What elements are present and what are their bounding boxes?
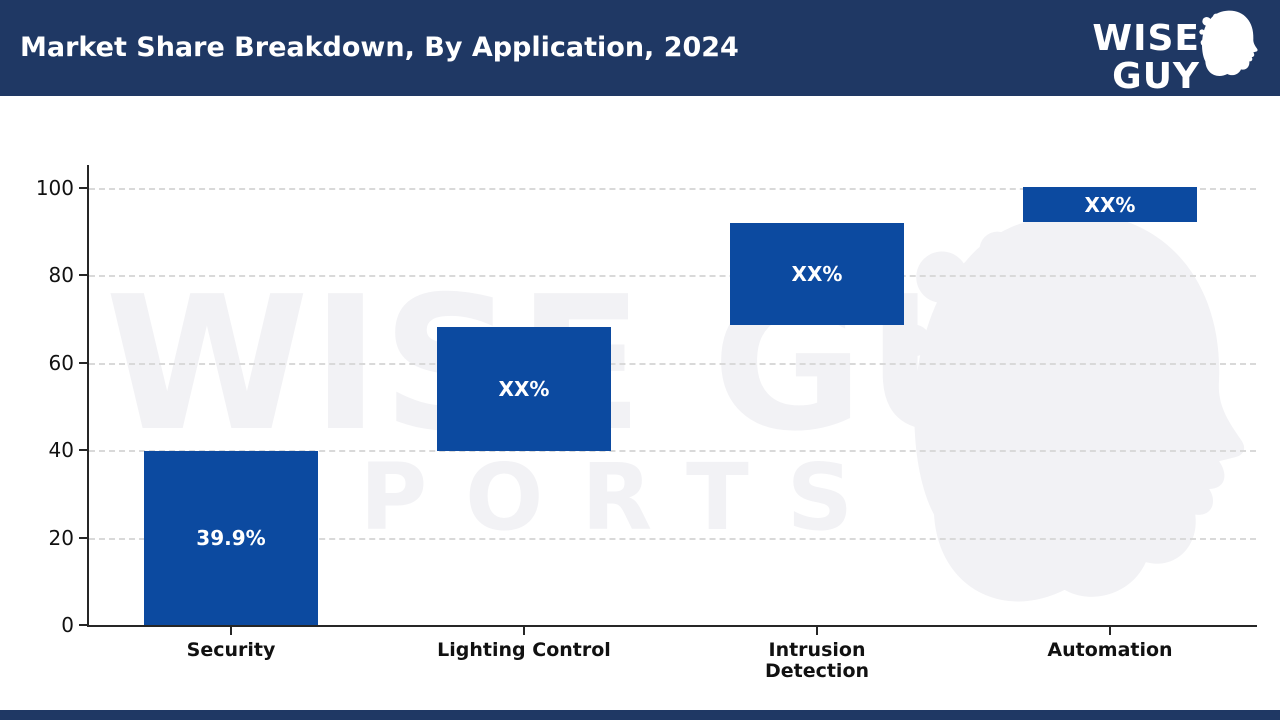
x-tickmark — [1109, 627, 1111, 635]
x-tickmark — [816, 627, 818, 635]
bar-automation: XX% — [1023, 187, 1197, 222]
bar-value-label: XX% — [791, 262, 843, 286]
y-tickmark — [79, 362, 88, 364]
y-tick-label: 60 — [48, 351, 74, 375]
gridline-40 — [89, 450, 1256, 452]
x-tick-label-security: Security — [186, 639, 276, 661]
bar-value-label: XX% — [1084, 192, 1136, 217]
watermark-head-profile-icon — [898, 213, 1245, 602]
y-tickmark — [79, 449, 88, 451]
y-tick-label: 40 — [48, 438, 74, 462]
y-axis — [87, 165, 89, 626]
y-tick-label: 100 — [35, 176, 74, 200]
bar-security: 39.9% — [144, 451, 318, 625]
bar-value-label: XX% — [498, 377, 550, 401]
y-tick-label: 80 — [48, 263, 74, 287]
gridline-20 — [89, 538, 1256, 540]
bar-intrusion-detection: XX% — [730, 223, 904, 325]
bar-lighting-control: XX% — [437, 327, 611, 451]
y-tick-label: 20 — [48, 526, 74, 550]
gridline-100 — [89, 188, 1256, 190]
footer-bar — [0, 710, 1280, 720]
logo-wordmark: WISE GUY — [1092, 18, 1200, 97]
x-tick-label-intrusion-detection: Intrusion Detection — [764, 639, 870, 682]
x-axis — [87, 625, 1257, 627]
x-tick-label-automation: Automation — [1047, 639, 1173, 661]
x-tickmark — [523, 627, 525, 635]
wise-guy-reports-logo: WISE GUY REPORTS — [1028, 8, 1268, 112]
logo-text: WISE GUY REPORTS — [1028, 20, 1200, 114]
y-tickmark — [79, 537, 88, 539]
y-tickmark — [79, 187, 88, 189]
y-tick-label: 0 — [61, 613, 74, 637]
head-profile-icon — [1199, 10, 1258, 76]
y-tickmark — [79, 624, 88, 626]
page-title: Market Share Breakdown, By Application, … — [20, 32, 739, 63]
bar-value-label: 39.9% — [196, 526, 266, 550]
x-tick-label-lighting-control: Lighting Control — [437, 639, 611, 661]
header-bar: Market Share Breakdown, By Application, … — [0, 0, 1280, 112]
x-tickmark — [230, 627, 232, 635]
gridline-80 — [89, 275, 1256, 277]
y-tickmark — [79, 274, 88, 276]
logo-subtitle: REPORTS — [1075, 97, 1198, 112]
gridline-60 — [89, 363, 1256, 365]
